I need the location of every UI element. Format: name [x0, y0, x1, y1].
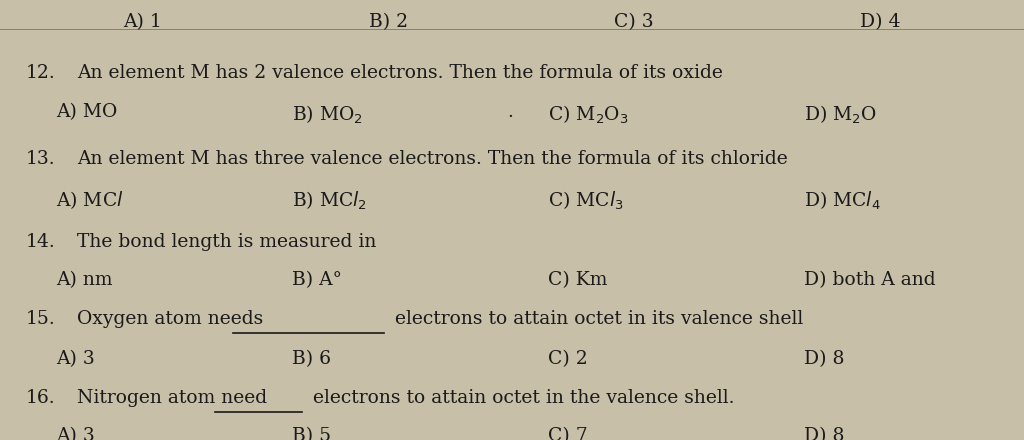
Text: C) 3: C) 3 — [614, 13, 654, 31]
Text: A) 3: A) 3 — [56, 350, 95, 368]
Text: A) MO: A) MO — [56, 103, 118, 121]
Text: B) MC$\it{l}_2$: B) MC$\it{l}_2$ — [292, 189, 367, 212]
Text: A) 1: A) 1 — [123, 13, 162, 31]
Text: D) 8: D) 8 — [804, 427, 845, 440]
Text: B) 2: B) 2 — [369, 13, 408, 31]
Text: D) M$_2$O: D) M$_2$O — [804, 103, 877, 126]
Text: 13.: 13. — [26, 150, 55, 168]
Text: C) 7: C) 7 — [548, 427, 588, 440]
Text: C) Km: C) Km — [548, 271, 607, 289]
Text: 16.: 16. — [26, 389, 55, 407]
Text: Nitrogen atom need: Nitrogen atom need — [77, 389, 273, 407]
Text: D) 8: D) 8 — [804, 350, 845, 368]
Text: The bond length is measured in: The bond length is measured in — [77, 233, 376, 251]
Text: A) 3: A) 3 — [56, 427, 95, 440]
Text: electrons to attain octet in its valence shell: electrons to attain octet in its valence… — [389, 310, 804, 328]
Text: D) both A and: D) both A and — [804, 271, 936, 289]
Text: B) A°: B) A° — [292, 271, 342, 289]
Text: 15.: 15. — [26, 310, 55, 328]
Text: electrons to attain octet in the valence shell.: electrons to attain octet in the valence… — [307, 389, 734, 407]
Text: Oxygen atom needs: Oxygen atom needs — [77, 310, 269, 328]
Text: 12.: 12. — [26, 64, 55, 82]
Text: 14.: 14. — [26, 233, 55, 251]
Text: B) 6: B) 6 — [292, 350, 331, 368]
Text: C) M$_2$O$_3$: C) M$_2$O$_3$ — [548, 103, 629, 126]
Text: B) MO$_2$: B) MO$_2$ — [292, 103, 362, 126]
Text: D) MC$\it{l}_4$: D) MC$\it{l}_4$ — [804, 189, 881, 212]
Text: .: . — [507, 103, 513, 121]
Text: An element M has 2 valence electrons. Then the formula of its oxide: An element M has 2 valence electrons. Th… — [77, 64, 723, 82]
Text: A) nm: A) nm — [56, 271, 113, 289]
Text: C) 2: C) 2 — [548, 350, 588, 368]
Text: C) MC$\it{l}_3$: C) MC$\it{l}_3$ — [548, 189, 624, 212]
Text: B) 5: B) 5 — [292, 427, 331, 440]
Text: D) 4: D) 4 — [860, 13, 901, 31]
Text: An element M has three valence electrons. Then the formula of its chloride: An element M has three valence electrons… — [77, 150, 787, 168]
Text: A) MC$\it{l}$: A) MC$\it{l}$ — [56, 189, 124, 211]
